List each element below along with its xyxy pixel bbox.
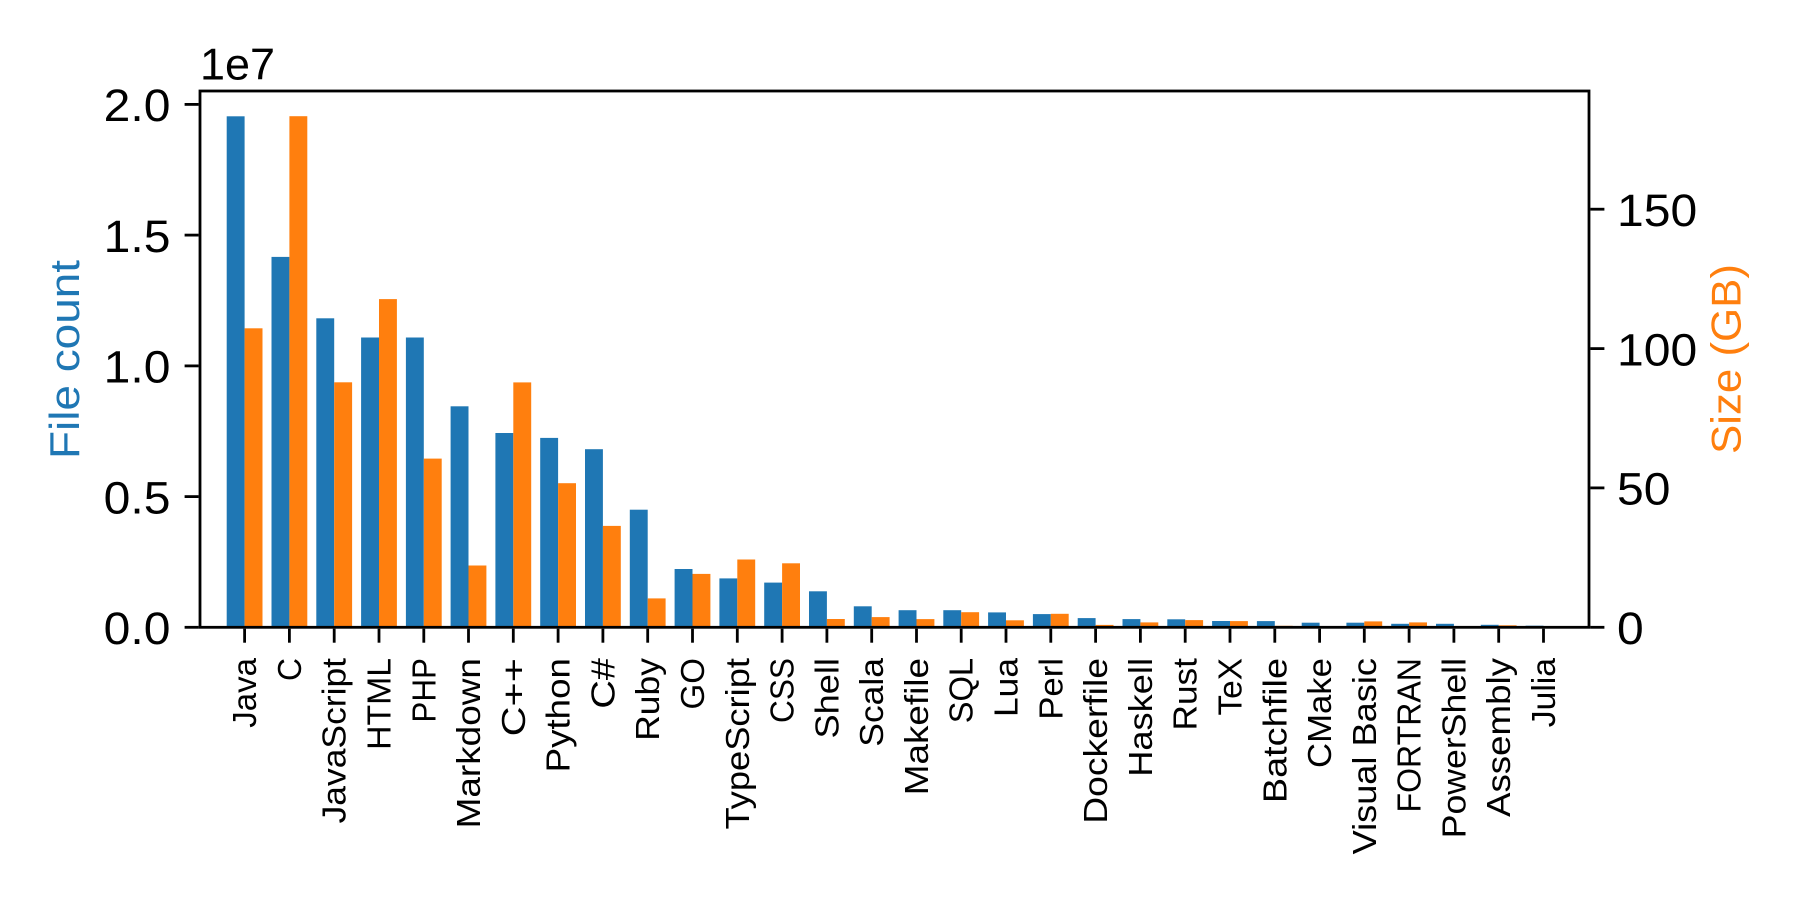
svg-text:PHP: PHP bbox=[405, 658, 442, 723]
svg-text:1.5: 1.5 bbox=[104, 211, 171, 262]
svg-text:TypeScript: TypeScript bbox=[719, 658, 756, 830]
svg-text:0.0: 0.0 bbox=[104, 603, 171, 654]
svg-text:TeX: TeX bbox=[1212, 658, 1249, 716]
svg-text:1.0: 1.0 bbox=[104, 342, 171, 393]
svg-text:C++: C++ bbox=[495, 658, 532, 736]
svg-text:Visual Basic: Visual Basic bbox=[1346, 658, 1383, 854]
svg-text:Shell: Shell bbox=[808, 658, 845, 739]
svg-text:C: C bbox=[271, 658, 308, 681]
svg-text:Java: Java bbox=[226, 657, 263, 727]
svg-text:Scala: Scala bbox=[853, 657, 890, 746]
svg-text:0.5: 0.5 bbox=[104, 472, 171, 523]
svg-text:SQL: SQL bbox=[943, 658, 980, 723]
svg-text:2.0: 2.0 bbox=[104, 80, 171, 131]
svg-text:Batchfile: Batchfile bbox=[1256, 658, 1293, 803]
svg-text:HTML: HTML bbox=[361, 658, 398, 750]
svg-text:50: 50 bbox=[1617, 464, 1670, 515]
svg-text:Dockerfile: Dockerfile bbox=[1077, 658, 1114, 824]
svg-text:Perl: Perl bbox=[1032, 658, 1069, 720]
svg-text:Python: Python bbox=[540, 658, 577, 772]
svg-text:File count: File count bbox=[41, 260, 88, 459]
svg-text:100: 100 bbox=[1617, 324, 1697, 375]
svg-text:150: 150 bbox=[1617, 185, 1697, 236]
svg-text:C#: C# bbox=[584, 657, 621, 708]
svg-text:Lua: Lua bbox=[988, 657, 1025, 717]
svg-text:CSS: CSS bbox=[764, 658, 801, 723]
svg-text:Size (GB): Size (GB) bbox=[1703, 264, 1750, 454]
svg-text:0: 0 bbox=[1617, 603, 1644, 654]
svg-text:JavaScript: JavaScript bbox=[316, 658, 353, 823]
svg-text:Makefile: Makefile bbox=[898, 658, 935, 795]
svg-text:Assembly: Assembly bbox=[1480, 657, 1517, 817]
svg-text:FORTRAN: FORTRAN bbox=[1391, 658, 1428, 813]
svg-text:Rust: Rust bbox=[1167, 658, 1204, 731]
svg-text:Julia: Julia bbox=[1525, 657, 1562, 727]
svg-text:CMake: CMake bbox=[1301, 658, 1338, 768]
svg-text:Markdown: Markdown bbox=[450, 658, 487, 828]
svg-text:PowerShell: PowerShell bbox=[1435, 658, 1472, 838]
svg-text:Haskell: Haskell bbox=[1122, 658, 1159, 777]
svg-text:1e7: 1e7 bbox=[200, 41, 275, 90]
svg-text:GO: GO bbox=[674, 658, 711, 710]
svg-text:Ruby: Ruby bbox=[629, 657, 666, 740]
